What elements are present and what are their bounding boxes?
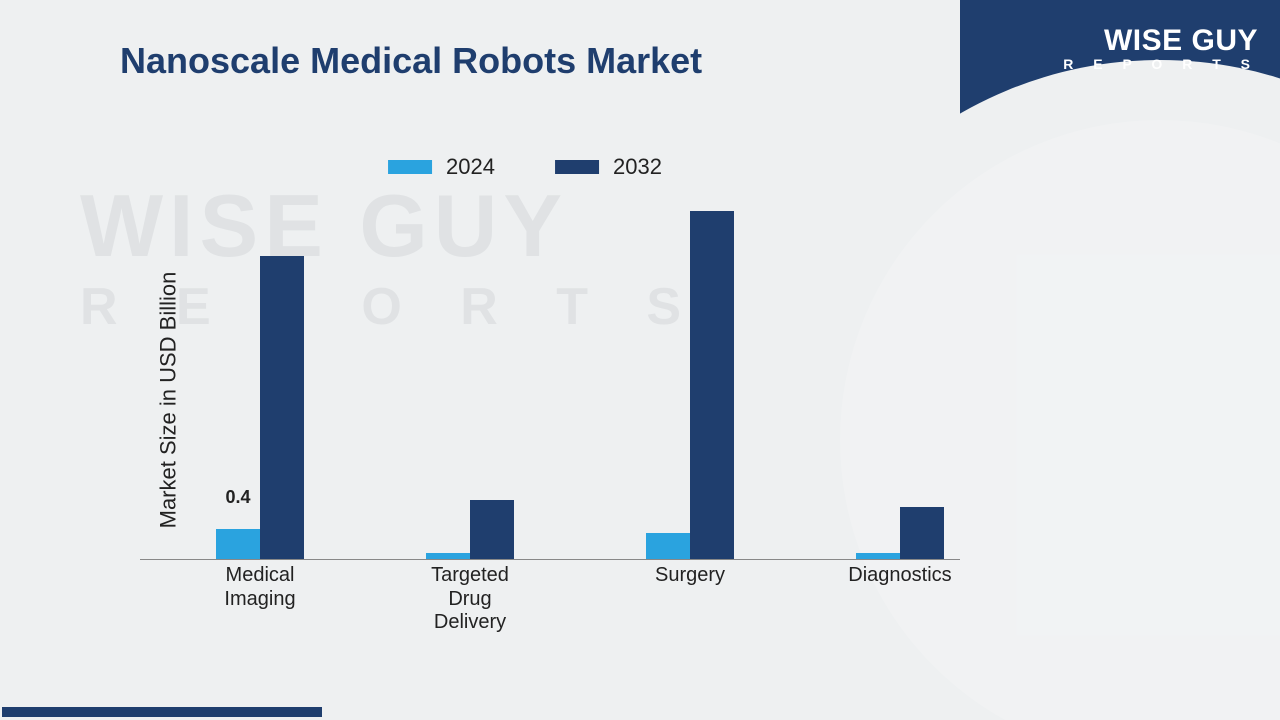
bottom-accent-bar [2,707,322,717]
bar-2032 [900,507,944,559]
bar-group [390,500,550,559]
report-canvas: WISE GUY R E P O R T S WISE GUY R E P O … [0,0,1280,720]
brand-logo-line2: R E P O R T S [1063,56,1258,72]
legend-item-2024: 2024 [388,154,495,180]
bar-2032 [690,211,734,559]
brand-logo-line1: WISE GUY [1063,24,1258,58]
chart-title: Nanoscale Medical Robots Market [120,40,702,82]
bar-group [610,211,770,559]
category-label: Surgery [610,564,770,588]
legend-item-2032: 2032 [555,154,662,180]
category-labels: MedicalImaging TargetedDrugDelivery Surger… [140,560,960,640]
bar-2032 [260,256,304,559]
bar-group [180,256,340,559]
legend: 2024 2032 [388,154,662,180]
bar-2024 [216,529,260,559]
bar-2032 [470,500,514,559]
bar-2024 [426,553,470,559]
bar-2024 [856,553,900,559]
legend-swatch-2024 [388,160,432,174]
legend-label-2024: 2024 [446,154,495,180]
brand-logo: WISE GUY R E P O R T S [1063,24,1258,72]
bar-chart: Market Size in USD Billion 2024 2032 0.4… [90,160,960,640]
bar-value-label: 0.4 [225,487,250,508]
bar-2024 [646,533,690,559]
legend-label-2032: 2032 [613,154,662,180]
category-label: TargetedDrugDelivery [390,564,550,635]
category-label: MedicalImaging [180,564,340,611]
bar-group [820,507,980,559]
legend-swatch-2032 [555,160,599,174]
plot-area: 0.4 [140,190,960,560]
category-label: Diagnostics [820,564,980,588]
